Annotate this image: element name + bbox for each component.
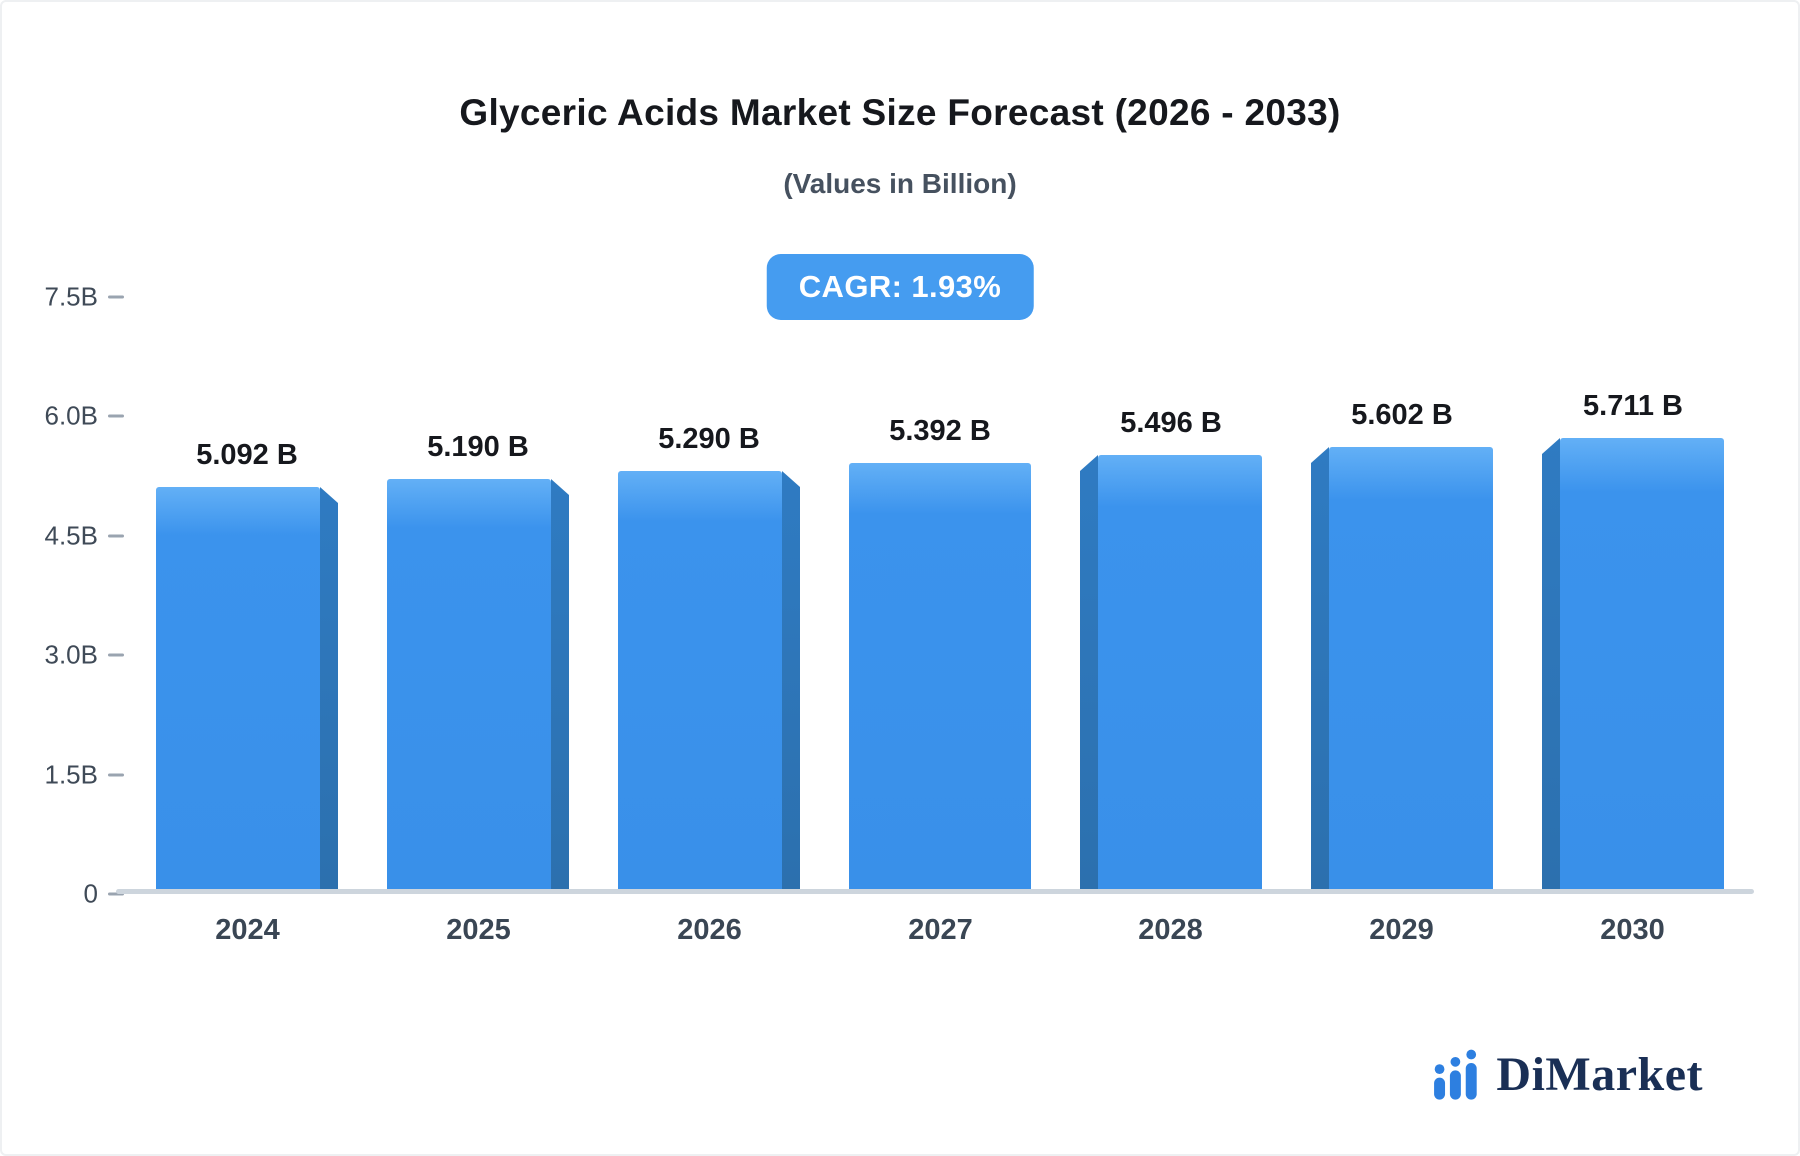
x-axis-label: 2025 [446, 914, 511, 946]
bar-2025: 5.190 B [387, 431, 569, 889]
cagr-badge: CAGR: 1.93% [766, 254, 1034, 320]
chart-title: Glyceric Acids Market Size Forecast (202… [459, 92, 1341, 133]
y-tick-label: 3.0B [44, 639, 99, 670]
y-axis-tick: 4.5B [44, 520, 124, 551]
bar-side-face [551, 479, 569, 889]
y-axis: 0 1.5B 3.0B 4.5B 6.0B 7.5B [2, 282, 124, 909]
y-tick-label: 6.0B [44, 400, 99, 431]
bar-chart-logo-icon [1434, 1049, 1478, 1100]
y-axis-tick: 7.5B [44, 281, 124, 313]
x-axis-label: 2026 [677, 914, 742, 946]
y-tick-mark [108, 295, 124, 299]
bar-value-label: 5.190 B [427, 431, 529, 463]
bar-2028: 5.496 B [1080, 407, 1262, 889]
x-axis-label: 2030 [1600, 914, 1665, 946]
y-tick-mark [108, 414, 124, 418]
y-axis-tick: 0 [84, 879, 124, 910]
bar-2029: 5.602 B [1311, 399, 1493, 889]
x-axis-label: 2027 [908, 914, 973, 946]
y-tick-label: 0 [83, 878, 98, 909]
dimarket-logo: DiMarket [1430, 1046, 1703, 1102]
bar-side-face [1080, 455, 1098, 889]
bar-side-face [782, 471, 800, 889]
bar-2026: 5.290 B [618, 423, 800, 889]
bar-face [1329, 447, 1493, 889]
bar-value-label: 5.092 B [196, 439, 298, 471]
y-tick-mark [108, 653, 124, 657]
bar-value-label: 5.711 B [1583, 390, 1683, 422]
y-axis-tick: 3.0B [44, 639, 124, 671]
bar-value-label: 5.392 B [889, 415, 991, 447]
bar-value-label: 5.496 B [1120, 407, 1222, 439]
x-axis-label: 2028 [1138, 914, 1203, 946]
bar-2024: 5.092 B [156, 439, 338, 889]
y-axis-tick: 6.0B [44, 400, 124, 432]
bar-side-face [1311, 447, 1329, 889]
bar-face [156, 487, 320, 889]
y-tick-label: 7.5B [44, 281, 99, 312]
y-tick-label: 4.5B [44, 520, 99, 551]
y-tick-label: 1.5B [44, 759, 99, 790]
bar-face [1560, 438, 1724, 889]
bar-face [387, 479, 551, 889]
y-tick-mark [108, 773, 124, 777]
x-axis-label: 2024 [215, 914, 280, 946]
bar-value-label: 5.290 B [658, 423, 760, 455]
chart-subtitle: (Values in Billion) [783, 168, 1017, 199]
bar-face [618, 471, 782, 889]
bar-2027: 5.392 B [849, 415, 1031, 889]
bar-side-face [320, 487, 338, 889]
plot-area: 5.092 B 2024 5.190 B 2025 5.290 B 2026 5.392 B… [116, 297, 1754, 946]
y-tick-mark [108, 534, 124, 538]
bar-face [849, 463, 1031, 889]
bar-face [1098, 455, 1262, 889]
x-axis-line [116, 889, 1754, 894]
bar-value-label: 5.602 B [1351, 399, 1453, 431]
bar-2030: 5.711 B [1542, 390, 1724, 889]
y-tick-mark [108, 892, 124, 896]
x-axis-label: 2029 [1369, 914, 1434, 946]
bar-side-face [1542, 438, 1560, 889]
logo-text: DiMarket [1496, 1047, 1703, 1101]
y-axis-tick: 1.5B [44, 759, 124, 790]
